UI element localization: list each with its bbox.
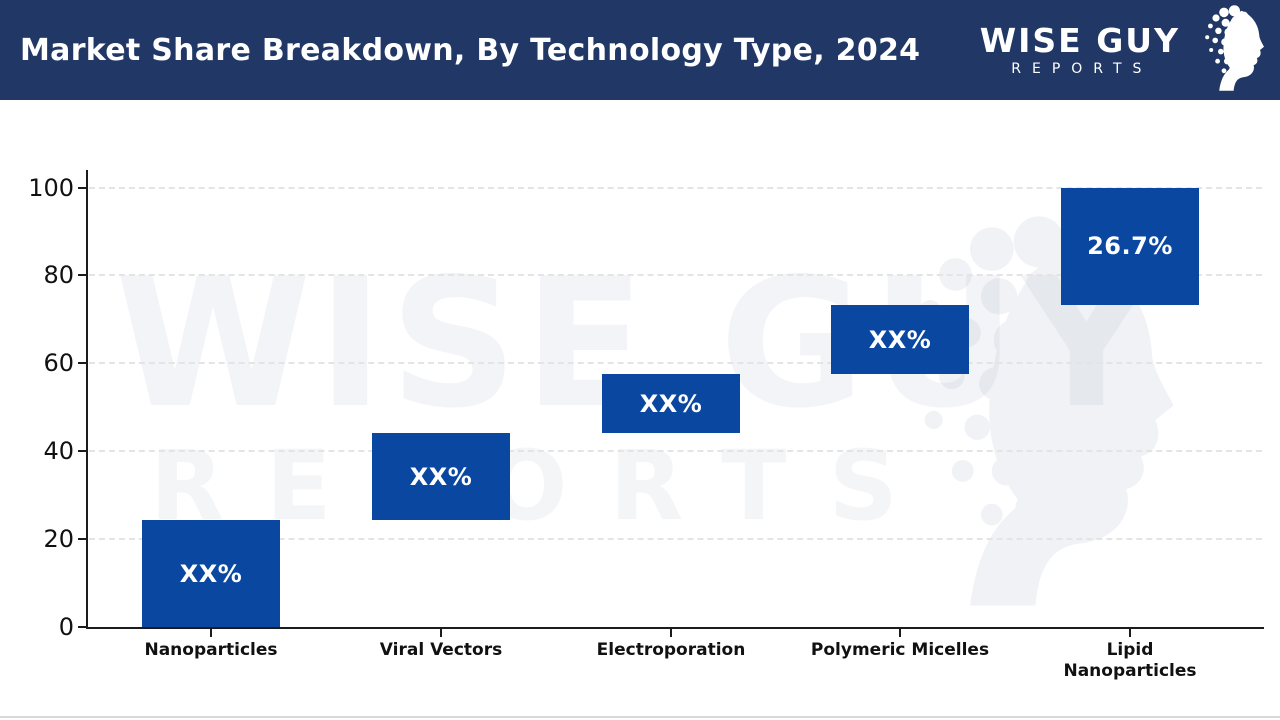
- x-axis-tick-label: Nanoparticles: [144, 640, 278, 660]
- y-axis-tick-label: 60: [43, 349, 74, 378]
- bar-lipid-nanoparticles: 26.7%: [1061, 187, 1199, 305]
- x-axis-line: [86, 627, 1264, 629]
- x-axis-tick-label: Electroporation: [596, 640, 746, 660]
- y-axis-tick: [78, 450, 86, 453]
- x-axis-tick-label: Viral Vectors: [379, 640, 503, 660]
- dotted-head-icon: [1205, 5, 1264, 91]
- gridline-100: [89, 186, 1262, 189]
- x-axis-tick: [440, 629, 442, 637]
- gridline-40: [89, 450, 1262, 453]
- y-axis-tick: [78, 274, 86, 277]
- wise-guy-reports-logo: WISE GUY REPORTS: [980, 0, 1272, 100]
- page-title: Market Share Breakdown, By Technology Ty…: [20, 32, 921, 68]
- y-axis-tick-label: 20: [43, 525, 74, 554]
- y-axis-tick-label: 40: [43, 437, 74, 466]
- x-axis-tick: [899, 629, 901, 637]
- y-axis-tick: [78, 362, 86, 365]
- bottom-divider: [0, 716, 1280, 718]
- gridline-80: [89, 274, 1262, 277]
- y-axis-line: [86, 170, 88, 629]
- gridline-20: [89, 538, 1262, 541]
- x-axis-tick: [1129, 629, 1131, 637]
- gridline-60: [89, 362, 1262, 365]
- bar-value-label: XX%: [868, 325, 932, 354]
- y-axis-tick-label: 0: [58, 613, 74, 641]
- bar-value-label: XX%: [409, 462, 473, 491]
- header-bar: Market Share Breakdown, By Technology Ty…: [0, 0, 1280, 100]
- logo-wordmark: WISE GUY: [979, 20, 1180, 60]
- x-axis-tick: [210, 629, 212, 637]
- y-axis-tick-label: 80: [43, 261, 74, 290]
- y-axis-tick: [78, 626, 86, 628]
- y-axis-tick-label: 100: [28, 173, 74, 202]
- x-axis-tick: [670, 629, 672, 637]
- logo-text: WISE GUY REPORTS: [980, 24, 1180, 77]
- bar-value-label: XX%: [179, 559, 243, 588]
- bar-electroporation: XX%: [602, 374, 740, 434]
- bar-value-label: 26.7%: [1087, 232, 1173, 261]
- bar-value-label: XX%: [639, 389, 703, 418]
- x-axis-tick-label: Lipid Nanoparticles: [1063, 640, 1197, 682]
- bar-nanoparticles: XX%: [142, 520, 280, 627]
- bar-polymeric-micelles: XX%: [831, 304, 969, 375]
- y-axis-tick: [78, 186, 86, 189]
- y-axis-tick: [78, 538, 86, 541]
- bar-viral-vectors: XX%: [372, 433, 510, 521]
- x-axis-tick-label: Polymeric Micelles: [810, 640, 990, 660]
- logo-subtitle: REPORTS: [1011, 60, 1153, 77]
